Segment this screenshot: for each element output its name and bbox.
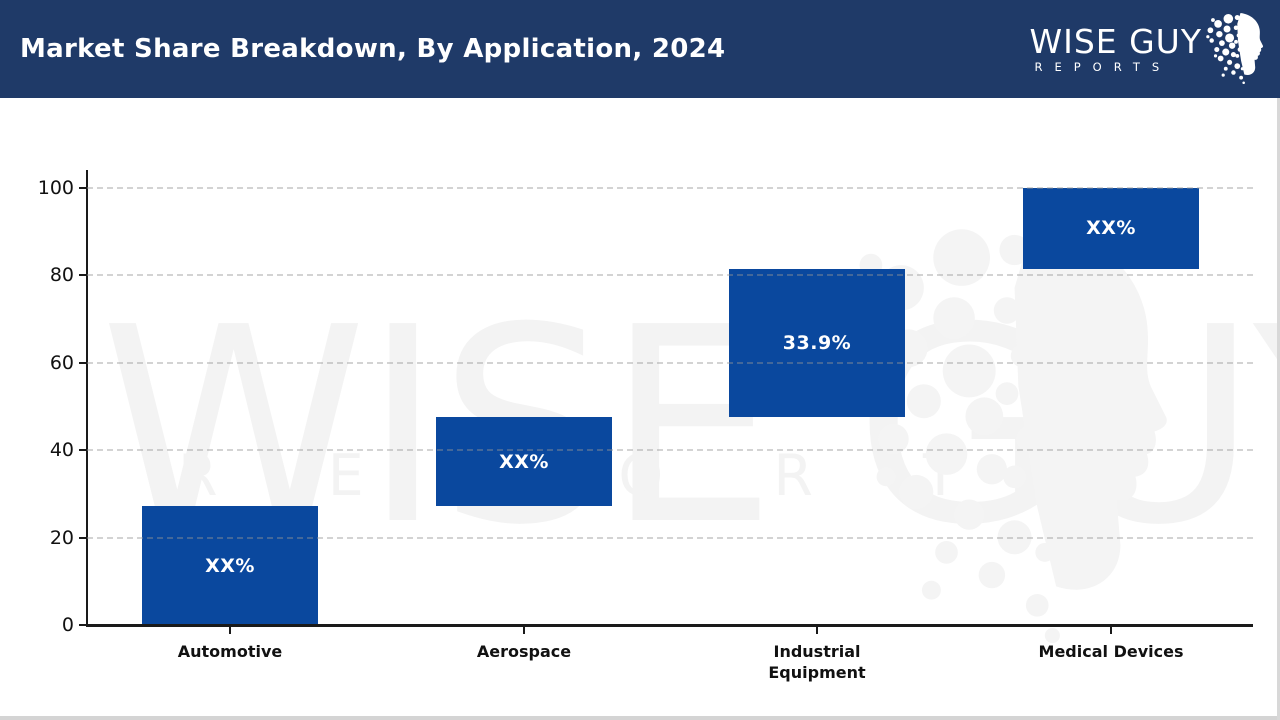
y-tick-label: 100 (37, 176, 74, 199)
x-tick-mark (523, 625, 525, 634)
y-tick-mark (79, 624, 87, 626)
y-tick-label: 0 (61, 614, 74, 636)
gridline-100 (87, 186, 1253, 189)
bar-medical-devices (1023, 187, 1199, 269)
page-title: Market Share Breakdown, By Application, … (20, 34, 726, 64)
header-bar: Market Share Breakdown, By Application, … (0, 0, 1280, 98)
y-tick-label: 60 (49, 351, 74, 374)
y-tick-mark (79, 536, 87, 539)
gridline-40 (87, 449, 1253, 452)
bar-aerospace (436, 417, 612, 507)
gridline-20 (87, 536, 1253, 539)
x-axis-line (87, 624, 1253, 627)
y-axis-spine (86, 170, 88, 627)
y-tick-label: 40 (49, 439, 74, 462)
bar-value-label-automotive: XX% (205, 554, 255, 577)
gridline-60 (87, 361, 1253, 364)
bar-value-label-industrial-equipment: 33.9% (782, 332, 852, 355)
wise-guy-face-icon (1206, 12, 1264, 84)
page-right-border (1277, 98, 1280, 720)
y-tick-mark (79, 449, 87, 452)
x-tick-label-aerospace: Aerospace (476, 642, 572, 661)
gridline-80 (87, 274, 1253, 277)
x-tick-mark (816, 625, 818, 634)
brand-logo: WISE GUY REPORTS (1029, 11, 1268, 88)
x-tick-label-medical-devices: Medical Devices (1038, 642, 1184, 661)
x-tick-label-industrial-equipment: Industrial Equipment (768, 642, 866, 682)
bar-value-label-aerospace: XX% (499, 450, 549, 473)
bar-automotive (142, 506, 318, 625)
x-tick-label-automotive: Automotive (177, 642, 283, 661)
bar-industrial-equipment (729, 268, 905, 418)
page-bottom-border (0, 716, 1280, 720)
brand-subtitle: REPORTS (1034, 59, 1172, 74)
x-tick-mark (229, 625, 231, 634)
brand-name: WISE GUY (1029, 21, 1202, 61)
y-tick-label: 20 (49, 526, 74, 549)
y-tick-mark (79, 361, 87, 364)
bar-value-label-medical-devices: XX% (1086, 217, 1136, 240)
y-tick-mark (79, 274, 87, 277)
y-tick-mark (79, 186, 87, 189)
brand-logo-text: WISE GUY REPORTS (1029, 25, 1202, 74)
y-tick-label: 80 (49, 264, 74, 287)
x-tick-mark (1110, 625, 1112, 634)
